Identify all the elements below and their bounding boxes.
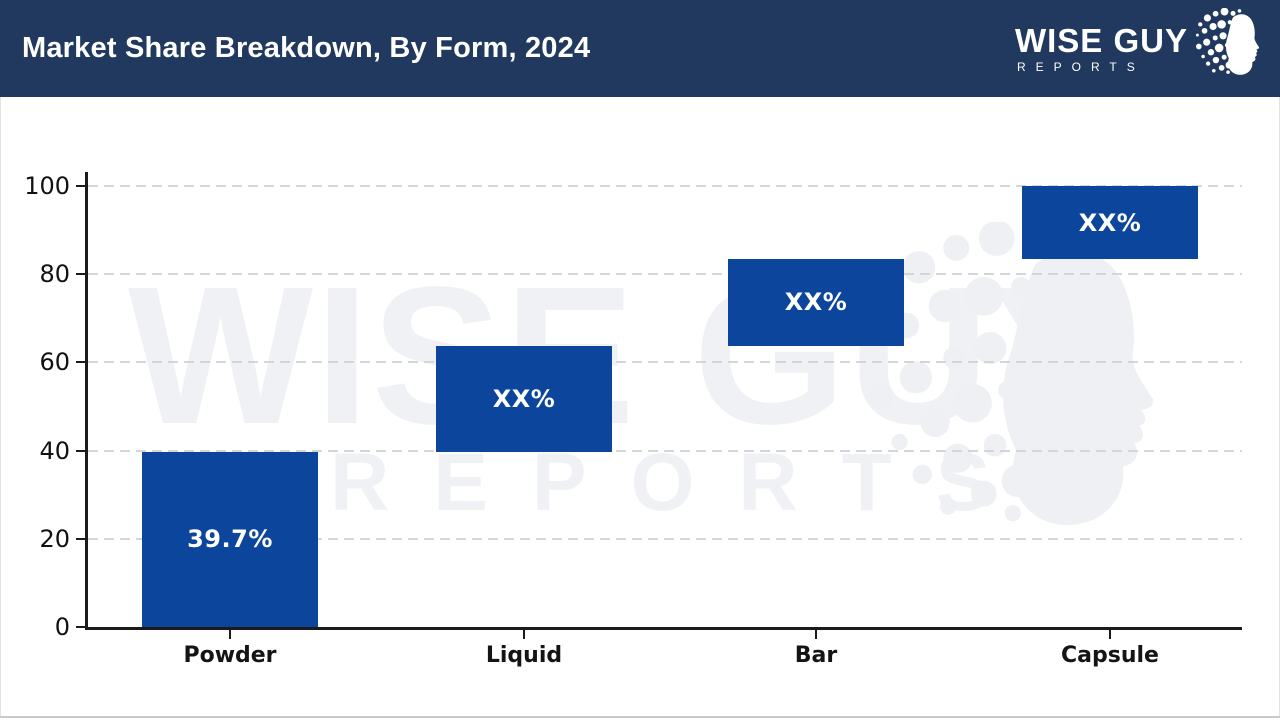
y-tick-label-20: 20	[39, 524, 70, 553]
x-tick-label-liquid: Liquid	[485, 643, 563, 668]
y-axis-line	[85, 172, 88, 630]
gridline-y40	[88, 449, 1242, 452]
y-tick-label-40: 40	[39, 436, 70, 465]
y-tickmark-60	[76, 361, 86, 364]
y-tickmark-40	[76, 449, 86, 452]
x-tickmark-capsule	[1109, 630, 1111, 639]
x-tick-label-bar: Bar	[794, 643, 838, 668]
bar-capsule: XX%	[1022, 186, 1198, 260]
gridline-y20	[88, 537, 1242, 540]
bar-value-label: 39.7%	[187, 525, 273, 554]
y-tick-label-80: 80	[39, 260, 70, 289]
bar-value-label: XX%	[1078, 208, 1142, 237]
y-tickmark-0	[76, 626, 86, 628]
gridline-y60	[88, 361, 1242, 364]
bar-value-label: XX%	[492, 384, 556, 413]
y-tick-label-60: 60	[39, 348, 70, 377]
x-tick-label-powder: Powder	[183, 643, 277, 668]
gridline-y80	[88, 273, 1242, 276]
x-tickmark-powder	[229, 630, 231, 639]
bottom-border-line	[0, 716, 1280, 718]
x-tick-label-capsule: Capsule	[1061, 643, 1159, 668]
header-bar: Market Share Breakdown, By Form, 2024 WI…	[0, 0, 1280, 97]
bar-value-label: XX%	[784, 288, 848, 317]
x-tickmark-liquid	[523, 630, 525, 639]
brand-name: WISE GUY	[1014, 22, 1188, 59]
x-axis-line	[85, 627, 1242, 630]
bar-liquid: XX%	[436, 345, 612, 452]
brand-logo: WISE GUY REPORTS	[1015, 7, 1262, 90]
y-tick-label-0: 0	[54, 613, 70, 641]
y-tick-label-100: 100	[24, 172, 70, 200]
x-tickmark-bar	[815, 630, 817, 639]
y-tickmark-20	[76, 537, 86, 540]
y-tickmark-100	[76, 185, 86, 187]
brand-wordmark: WISE GUY REPORTS	[1015, 24, 1188, 73]
chart-title: Market Share Breakdown, By Form, 2024	[22, 32, 591, 64]
bar-bar: XX%	[728, 259, 904, 346]
gridline-y100	[88, 185, 1242, 187]
dot-head-logo-icon	[1195, 7, 1260, 75]
brand-subtitle: REPORTS	[1016, 60, 1145, 74]
bar-powder: 39.7%	[142, 451, 318, 627]
left-border-line	[0, 97, 1, 716]
y-tickmark-80	[76, 273, 86, 276]
dot-cluster	[1195, 7, 1242, 74]
